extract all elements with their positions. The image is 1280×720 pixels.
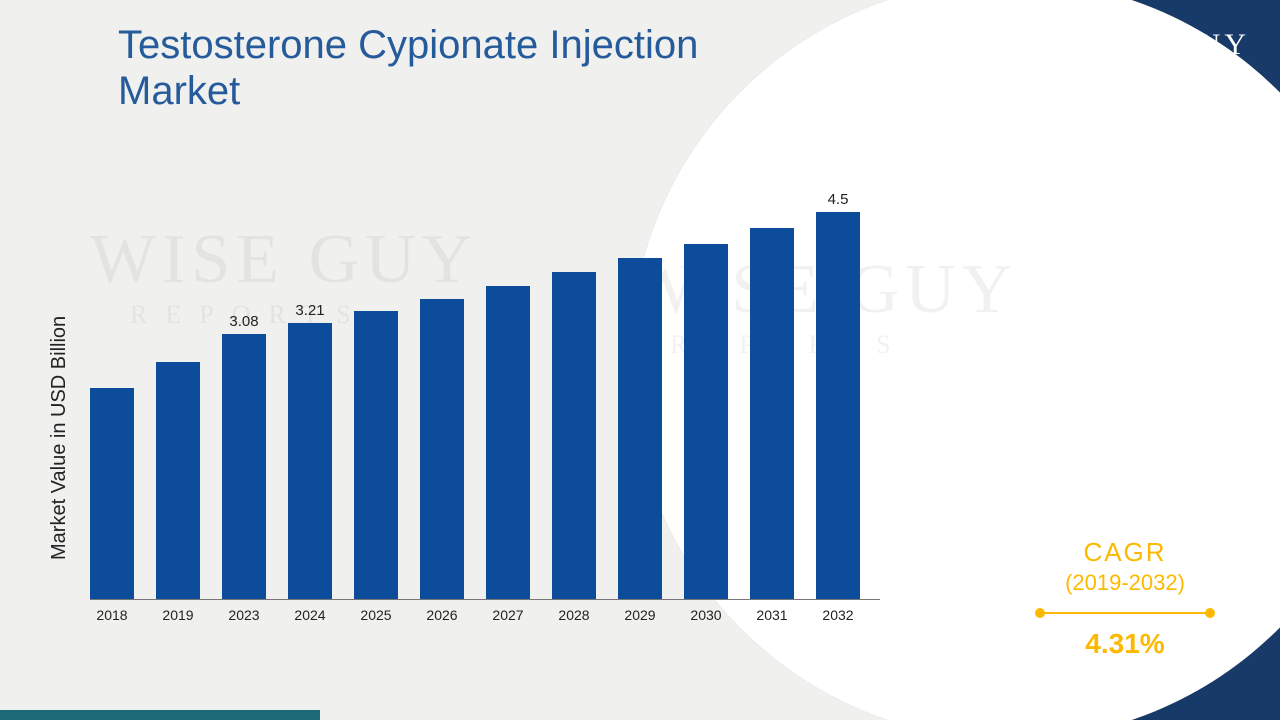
bar-fill [90,388,134,599]
bar-fill [750,228,794,599]
cagr-label: CAGR [1010,537,1240,568]
bar-fill [618,258,662,599]
bar-category-label: 2019 [156,607,200,623]
brand-head-icon [1000,18,1070,108]
bar-category-label: 2018 [90,607,134,623]
bar-fill [420,299,464,599]
bar-fill [684,244,728,599]
y-axis-label: Market Value in USD Billion [48,316,71,560]
bar-category-label: 2030 [684,607,728,623]
bar-category-label: 2029 [618,607,662,623]
cagr-period: (2019-2032) [1010,570,1240,596]
bar-category-label: 2023 [222,607,266,623]
bar-fill [816,212,860,599]
bar-category-label: 2031 [750,607,794,623]
brand-logo: WISE GUY REPORTS [1072,28,1250,80]
bar-chart: 2018201920233.0820243.212025202620272028… [90,170,880,600]
bar-fill [486,286,530,599]
bar-fill [288,323,332,599]
bar-value-label: 3.08 [222,313,266,330]
cagr-panel: CAGR (2019-2032) 4.31% [1010,537,1240,660]
chart-title: Testosterone Cypionate Injection Market [118,22,798,114]
bar-value-label: 4.5 [816,191,860,208]
footer-accent-bar [0,710,320,720]
bar-category-label: 2026 [420,607,464,623]
x-axis-line [90,599,880,600]
bar-fill [552,272,596,599]
bar-category-label: 2024 [288,607,332,623]
bar-category-label: 2028 [552,607,596,623]
brand-line2: REPORTS [1072,64,1250,80]
bar-fill [222,334,266,599]
stage: WISE GUY REPORTS WISE GUY REPORTS Testos… [0,0,1280,720]
cagr-divider [1040,612,1210,614]
bar-fill [354,311,398,599]
bar-value-label: 3.21 [288,302,332,319]
bar-category-label: 2027 [486,607,530,623]
bar-fill [156,362,200,599]
bar-category-label: 2032 [816,607,860,623]
bar-category-label: 2025 [354,607,398,623]
bars-container: 2018201920233.0820243.212025202620272028… [90,169,880,599]
cagr-value: 4.31% [1010,628,1240,660]
brand-line1: WISE GUY [1072,28,1250,62]
